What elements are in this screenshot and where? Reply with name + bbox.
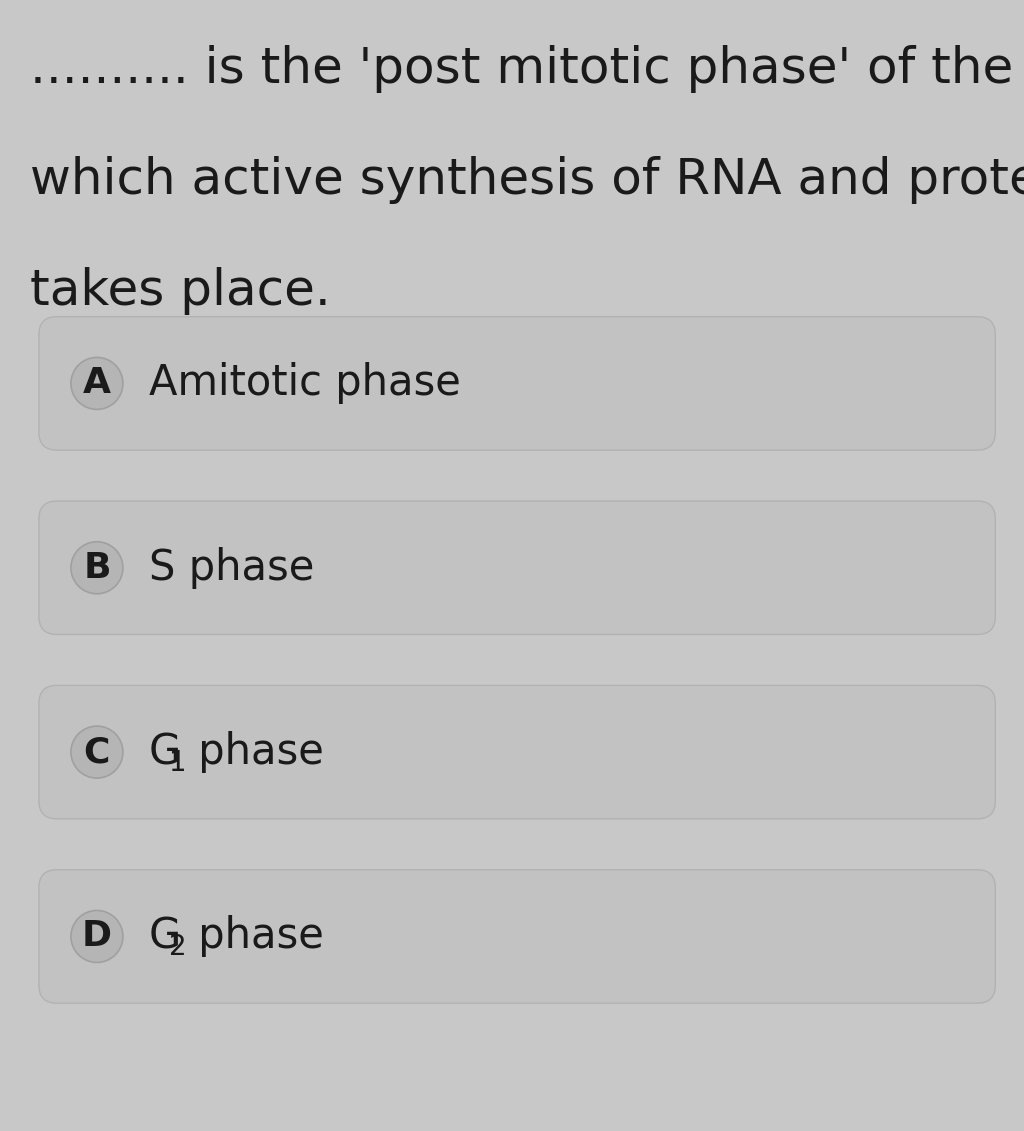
Text: A: A: [83, 366, 111, 400]
FancyBboxPatch shape: [39, 870, 995, 1003]
Circle shape: [71, 910, 123, 962]
Text: B: B: [83, 551, 111, 585]
FancyBboxPatch shape: [39, 501, 995, 634]
FancyBboxPatch shape: [39, 317, 995, 450]
FancyBboxPatch shape: [39, 685, 995, 819]
Text: phase: phase: [185, 731, 324, 774]
Text: D: D: [82, 920, 112, 953]
Text: takes place.: takes place.: [30, 267, 331, 314]
Circle shape: [71, 726, 123, 778]
Circle shape: [71, 542, 123, 594]
Text: which active synthesis of RNA and proteins: which active synthesis of RNA and protei…: [30, 156, 1024, 204]
Text: .......... is the 'post mitotic phase' of the cell in: .......... is the 'post mitotic phase' o…: [30, 45, 1024, 93]
Text: Amitotic phase: Amitotic phase: [148, 362, 461, 405]
Circle shape: [71, 357, 123, 409]
Text: C: C: [84, 735, 111, 769]
Text: phase: phase: [185, 915, 324, 958]
Text: 1: 1: [169, 749, 186, 777]
Text: S phase: S phase: [148, 546, 314, 589]
Text: G: G: [148, 915, 181, 958]
Text: G: G: [148, 731, 181, 774]
Text: 2: 2: [169, 933, 186, 961]
